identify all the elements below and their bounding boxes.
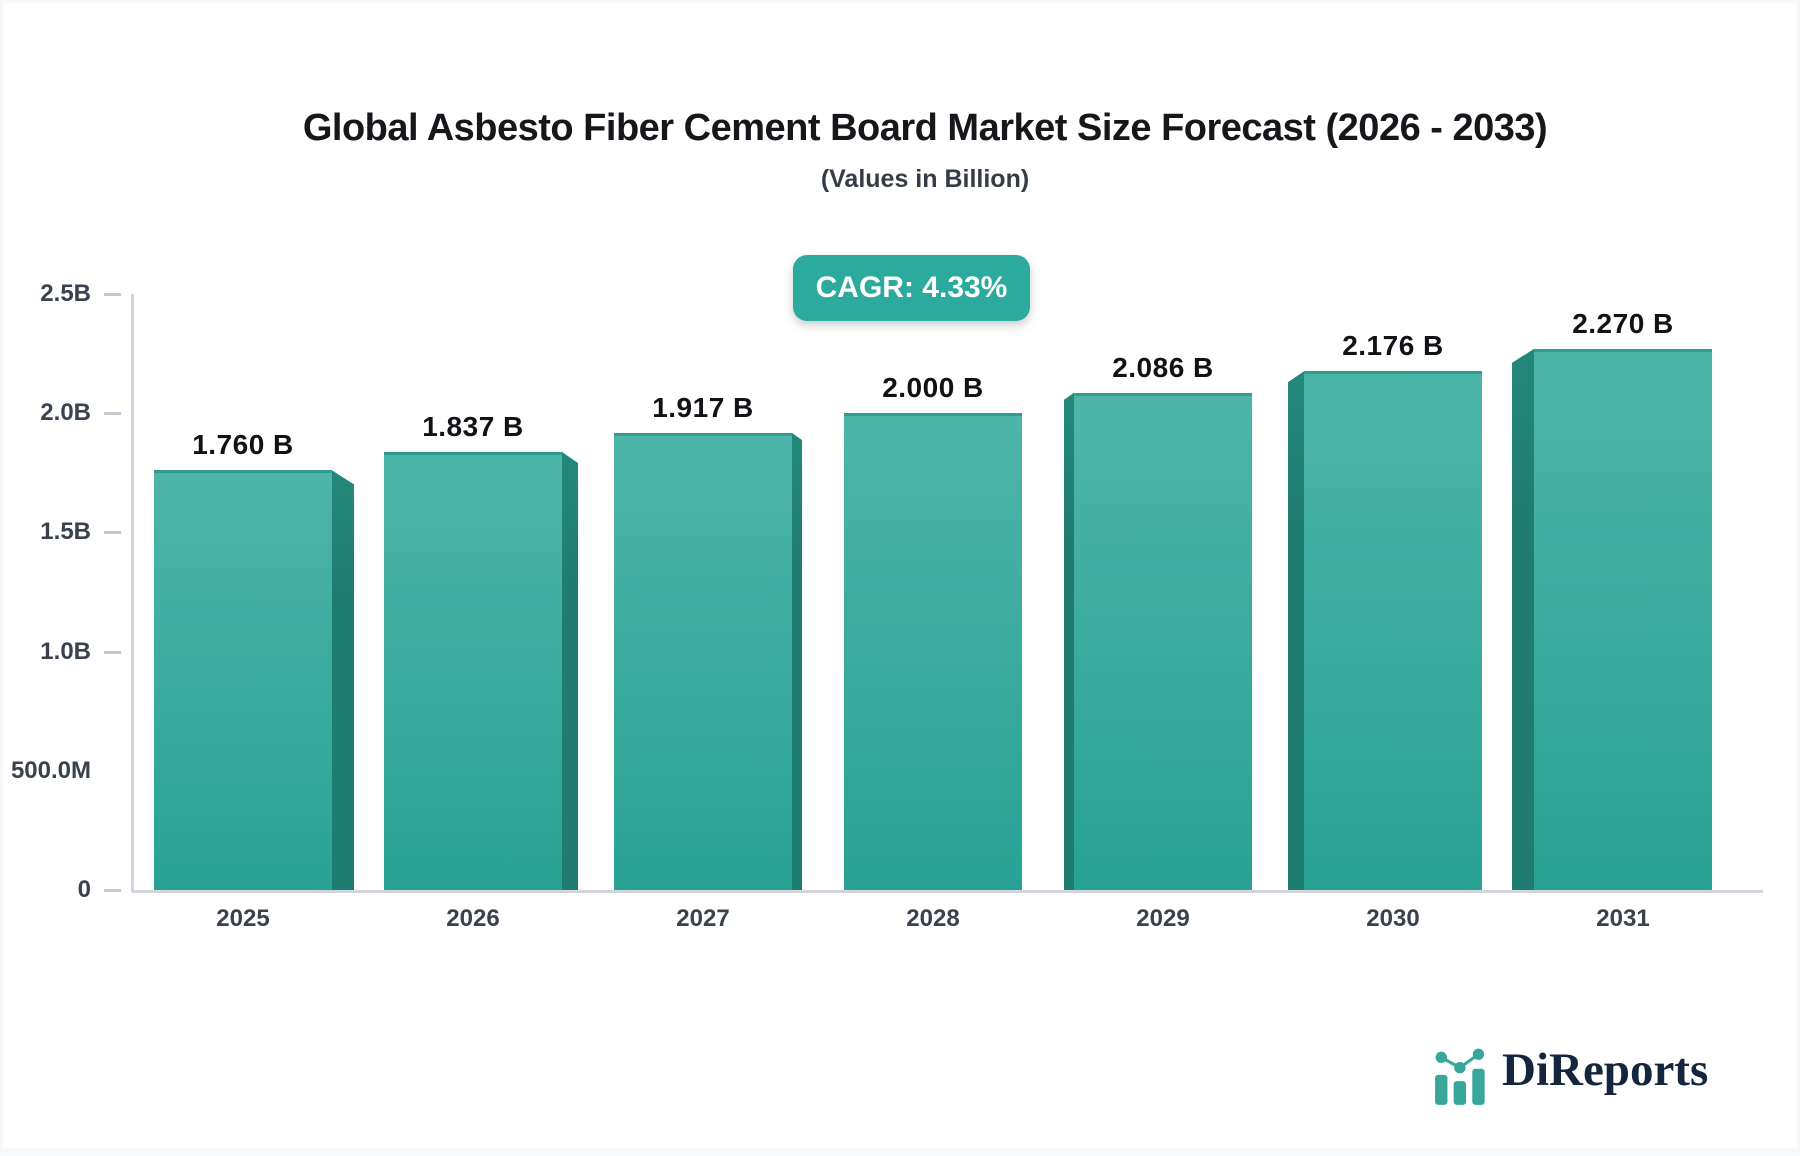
bar-value-label: 2.086 B [1112, 351, 1214, 383]
bar-face [384, 452, 562, 890]
bar-face [614, 432, 792, 890]
bar-line-chart-icon [1435, 1048, 1485, 1105]
x-axis-label: 2027 [676, 905, 730, 932]
chart-card: Global Asbesto Fiber Cement Board Market… [3, 3, 1797, 1148]
bar-chart-plot: 0 500.0M 1.0B 1.5B 2.0B 2.5B 1.760 B 2025 1.837 … [3, 3, 1797, 1148]
x-axis-label: 2029 [1136, 905, 1190, 932]
bar-side-face [562, 452, 578, 890]
bar-value-label: 1.917 B [652, 391, 754, 423]
y-axis-line [131, 294, 134, 893]
y-axis-label: 500.0M [10, 756, 91, 784]
bar-value-label: 2.176 B [1342, 330, 1444, 362]
x-axis-label: 2030 [1366, 905, 1420, 932]
cagr-badge-label: CAGR: 4.33% [815, 271, 1008, 304]
bar-face [844, 413, 1022, 890]
bar-value-label: 1.837 B [422, 411, 524, 443]
bar-value-label: 1.760 B [192, 429, 294, 461]
y-axis-tick [104, 650, 121, 654]
y-axis-tick [104, 293, 121, 296]
bar-face [1534, 348, 1712, 890]
logo-text: DiReports [1502, 1044, 1709, 1096]
x-axis-label: 2025 [216, 905, 270, 932]
bar-face [154, 470, 332, 890]
chart-subtitle: (Values in Billion) [820, 165, 1030, 193]
y-axis-tick [104, 889, 121, 892]
y-axis-label: 0 [77, 876, 91, 903]
y-axis-label: 2.0B [40, 399, 91, 427]
bar-side-face [1064, 392, 1074, 890]
bar-face [1304, 371, 1482, 890]
bar-face [1074, 392, 1252, 890]
y-axis-tick [104, 531, 121, 535]
logo: DiReports [1433, 1039, 1708, 1107]
x-axis-label: 2026 [446, 905, 500, 932]
bar-side-face [332, 470, 354, 890]
bar-side-face [1288, 371, 1304, 890]
bar-side-face [1512, 348, 1534, 890]
y-axis-label: 1.0B [40, 637, 91, 665]
bar-value-label: 2.000 B [882, 372, 984, 404]
y-axis-label: 2.5B [40, 280, 91, 307]
bar-value-label: 2.270 B [1572, 307, 1674, 339]
x-axis-line [131, 890, 1763, 893]
cagr-badge: CAGR: 4.33% [793, 255, 1030, 321]
x-axis-label: 2031 [1596, 905, 1650, 932]
x-axis-label: 2028 [906, 905, 960, 932]
bar-side-face [792, 432, 802, 890]
y-axis-label: 1.5B [40, 518, 91, 546]
y-axis-tick [104, 412, 121, 416]
chart-title: Global Asbesto Fiber Cement Board Market… [302, 107, 1548, 149]
